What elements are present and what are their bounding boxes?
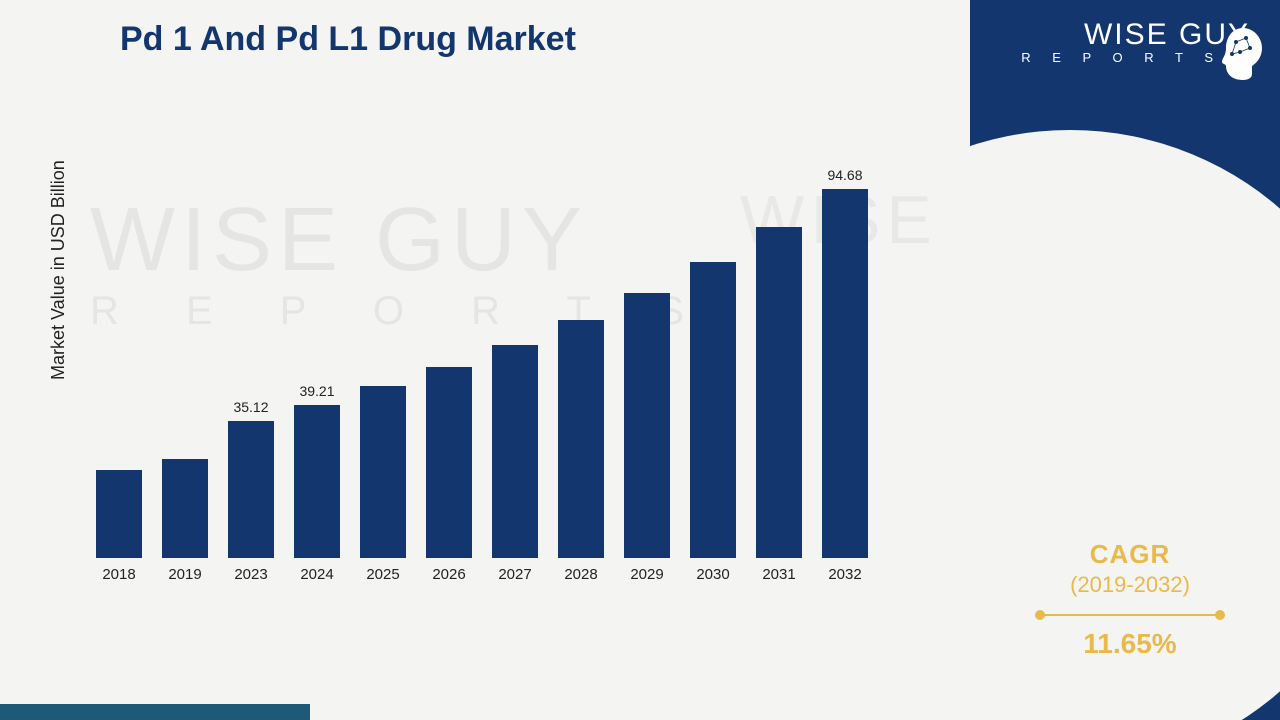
logo-text-sub: R E P O R T S <box>1021 50 1222 65</box>
plot-area: 35.12 39.21 94.68 <box>92 168 892 558</box>
x-axis-labels: 2018 2019 2023 2024 2025 2026 2027 2028 2029 2030… <box>92 566 892 588</box>
x-tick-label: 2025 <box>353 566 413 583</box>
chart-title: Pd 1 And Pd L1 Drug Market <box>120 20 576 59</box>
bar <box>228 421 274 558</box>
bottom-accent-bar <box>0 704 310 720</box>
cagr-block: CAGR (2019-2032) 11.65% <box>1020 539 1240 660</box>
cagr-period: (2019-2032) <box>1020 572 1240 598</box>
x-tick-label: 2030 <box>683 566 743 583</box>
bar-chart: 35.12 39.21 94.68 2018 2019 2023 2024 2025 2026… <box>92 168 892 588</box>
bar-value-label: 94.68 <box>815 167 875 183</box>
x-tick-label: 2026 <box>419 566 479 583</box>
bar-value-label: 39.21 <box>287 383 347 399</box>
bar <box>756 227 802 559</box>
x-tick-label: 2019 <box>155 566 215 583</box>
x-tick-label: 2029 <box>617 566 677 583</box>
bar <box>558 320 604 558</box>
bar-value-label: 35.12 <box>221 399 281 415</box>
x-tick-label: 2027 <box>485 566 545 583</box>
bar <box>492 345 538 558</box>
cagr-divider <box>1040 614 1220 616</box>
page-root: WISE GUY R E P O R T S WISE Pd 1 And Pd … <box>0 0 1280 720</box>
x-tick-label: 2023 <box>221 566 281 583</box>
head-icon <box>1218 26 1268 82</box>
bar <box>294 405 340 558</box>
x-tick-label: 2028 <box>551 566 611 583</box>
bar <box>822 189 868 558</box>
bar <box>624 293 670 558</box>
brand-logo: WISE GUY R E P O R T S <box>1021 18 1250 65</box>
cagr-value: 11.65% <box>1020 628 1240 660</box>
bar <box>96 470 142 558</box>
x-tick-label: 2031 <box>749 566 809 583</box>
x-tick-label: 2032 <box>815 566 875 583</box>
logo-text-main: WISE GUY <box>1021 18 1250 52</box>
bar <box>690 262 736 558</box>
x-tick-label: 2018 <box>89 566 149 583</box>
cagr-label: CAGR <box>1020 539 1240 570</box>
x-tick-label: 2024 <box>287 566 347 583</box>
bar <box>162 459 208 558</box>
bar <box>426 367 472 558</box>
y-axis-label: Market Value in USD Billion <box>48 160 69 380</box>
bar <box>360 386 406 558</box>
